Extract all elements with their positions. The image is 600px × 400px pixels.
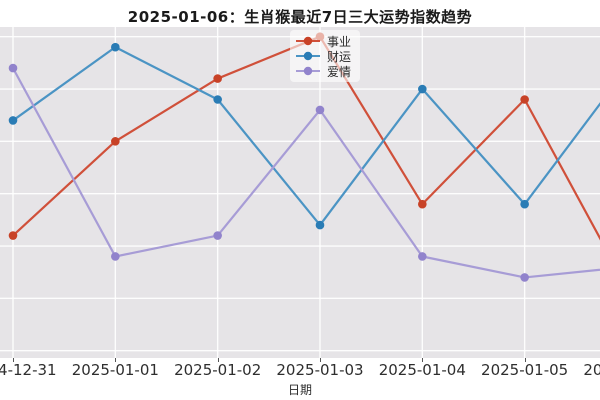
plot-area	[0, 27, 600, 358]
legend-label: 事业	[327, 34, 352, 49]
legend-item: 爱情	[295, 64, 352, 79]
data-point	[213, 95, 222, 104]
legend-item: 事业	[295, 34, 352, 49]
legend-label: 爱情	[327, 64, 352, 79]
data-point	[520, 273, 529, 282]
x-tick-label: 2025-01-02	[174, 361, 262, 379]
data-point	[213, 231, 222, 240]
data-point	[315, 105, 325, 115]
x-tick-label: 2025-01-05	[481, 361, 569, 379]
data-point	[8, 231, 18, 240]
data-point	[418, 199, 427, 209]
x-tick-label: 2025-01-01	[71, 361, 159, 379]
data-point	[520, 199, 529, 209]
x-tick-mark	[217, 358, 219, 362]
data-point	[315, 220, 325, 230]
x-tick-label: 2024-12-31	[0, 361, 57, 379]
legend-item: 财运	[295, 49, 352, 64]
x-tick-label: 2025-01-04	[378, 361, 466, 379]
x-tick-mark	[13, 358, 14, 362]
legend-marker-icon	[296, 66, 320, 76]
x-tick-mark	[319, 358, 321, 362]
data-point	[418, 84, 427, 94]
legend-marker-icon	[296, 51, 320, 61]
data-point	[111, 42, 120, 52]
data-point	[111, 137, 120, 146]
legend-marker-icon	[296, 36, 320, 46]
data-point	[8, 116, 18, 125]
data-point	[418, 252, 427, 261]
x-tick-mark	[524, 358, 526, 362]
x-tick-mark	[115, 358, 117, 362]
data-point	[213, 74, 222, 83]
chart-title: 2025-01-06：生肖猴最近7日三大运势指数趋势	[127, 8, 473, 26]
x-axis-title: 日期	[287, 383, 312, 397]
x-tick-labels: 2024-12-31 2025-01-01 2025-01-02 2025-01-03…	[0, 361, 600, 379]
legend: 事业 财运 爱情	[290, 30, 361, 82]
x-tick-mark	[422, 358, 424, 362]
data-point	[520, 95, 529, 104]
data-point	[8, 63, 18, 73]
x-tick-label: 2025-01-03	[276, 361, 364, 379]
data-point	[111, 252, 120, 261]
legend-label: 财运	[327, 49, 352, 64]
x-tick-label: 2025-01-06	[583, 361, 600, 379]
